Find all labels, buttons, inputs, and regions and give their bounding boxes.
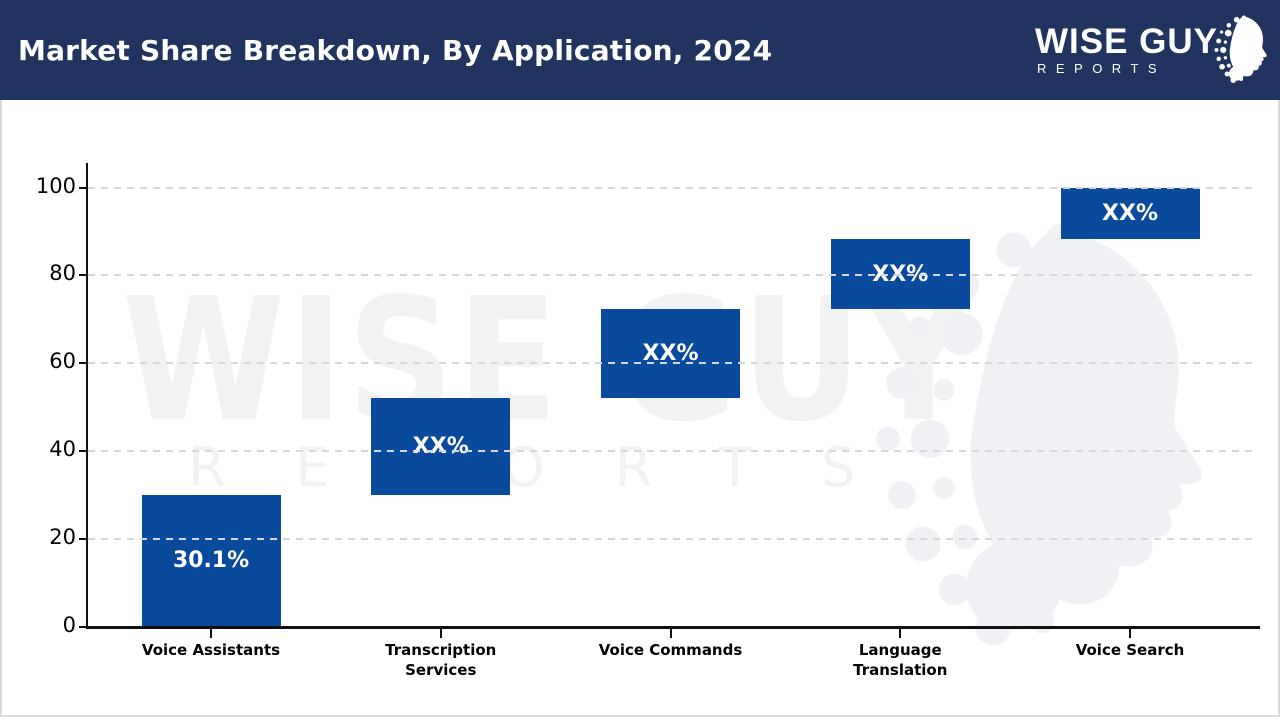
x-axis-line: [86, 626, 1260, 629]
x-tick-label-line: Language: [858, 641, 942, 659]
y-tick-mark-60: [79, 362, 87, 365]
x-tick-mark-language-translation: [899, 629, 902, 638]
chart-plot: WISE GUY REPORTS 0 20 40 60 80 100 30.1% Voice …: [0, 100, 1280, 717]
bar-language-translation: XX%: [830, 238, 970, 310]
y-tick-label-40: 40: [49, 437, 76, 462]
brand-name: WISE GUY: [1034, 22, 1218, 61]
gridline-40: [88, 450, 1258, 453]
brand-subtitle: REPORTS: [1036, 61, 1167, 76]
x-tick-mark-transcription-services: [439, 629, 442, 638]
bar-transcription-services: XX%: [371, 397, 511, 495]
x-tick-mark-voice-search: [1129, 629, 1131, 638]
x-tick-mark-voice-assistants: [210, 629, 212, 638]
x-tick-label-line: Translation: [853, 661, 948, 679]
x-tick-label-line: Transcription: [385, 641, 497, 659]
watermark-brand-text: WISE GUY: [122, 262, 976, 460]
y-tick-label-20: 20: [49, 525, 76, 550]
bar-value-label-transcription-services: XX%: [412, 433, 469, 459]
x-tick-label-transcription-services: Transcription Services: [331, 640, 551, 680]
page-title: Market Share Breakdown, By Application, …: [18, 33, 773, 67]
bar-voice-commands: XX%: [601, 309, 740, 398]
x-tick-label-line: Voice Search: [1075, 641, 1185, 659]
bar-value-label-voice-commands: XX%: [642, 340, 699, 366]
y-tick-label-100: 100: [35, 173, 76, 198]
y-tick-label-0: 0: [62, 613, 76, 637]
y-tick-mark-100: [79, 186, 87, 189]
x-tick-label-voice-search: Voice Search: [1020, 640, 1240, 660]
brand-logo: WISE GUY REPORTS: [1035, 10, 1268, 90]
y-tick-mark-0: [79, 626, 87, 628]
gridline-80: [88, 274, 1258, 277]
bar-voice-search: XX%: [1060, 187, 1200, 239]
right-border: [1278, 100, 1280, 716]
brand-logo-text: WISE GUY REPORTS: [1034, 22, 1218, 77]
y-tick-mark-80: [79, 274, 87, 277]
x-tick-label-line: Voice Commands: [598, 641, 743, 659]
gridline-100: [88, 186, 1258, 189]
gridline-20: [88, 538, 1258, 541]
y-tick-mark-40: [79, 450, 87, 453]
bar-voice-assistants: 30.1%: [141, 494, 281, 627]
bar-value-label-voice-search: XX%: [1102, 200, 1158, 226]
y-tick-label-60: 60: [49, 349, 76, 374]
y-tick-mark-20: [79, 538, 87, 541]
gridline-60: [88, 362, 1258, 365]
left-border: [0, 100, 2, 716]
x-tick-label-line: Services: [405, 661, 477, 679]
header: Market Share Breakdown, By Application, …: [0, 0, 1280, 100]
bar-value-label-voice-assistants: 30.1%: [172, 548, 250, 574]
x-tick-label-voice-assistants: Voice Assistants: [101, 640, 321, 660]
x-tick-label-language-translation: Language Translation: [790, 640, 1010, 680]
x-tick-label-voice-commands: Voice Commands: [561, 640, 781, 660]
y-tick-label-80: 80: [49, 261, 76, 286]
bottom-border: [0, 715, 1280, 717]
x-tick-mark-voice-commands: [669, 629, 672, 638]
y-axis-line: [86, 163, 88, 629]
brand-face-icon: [1212, 14, 1268, 87]
bar-value-label-language-translation: XX%: [872, 261, 929, 287]
watermark-reports-text: REPORTS: [188, 436, 926, 499]
x-tick-label-line: Voice Assistants: [141, 641, 281, 659]
